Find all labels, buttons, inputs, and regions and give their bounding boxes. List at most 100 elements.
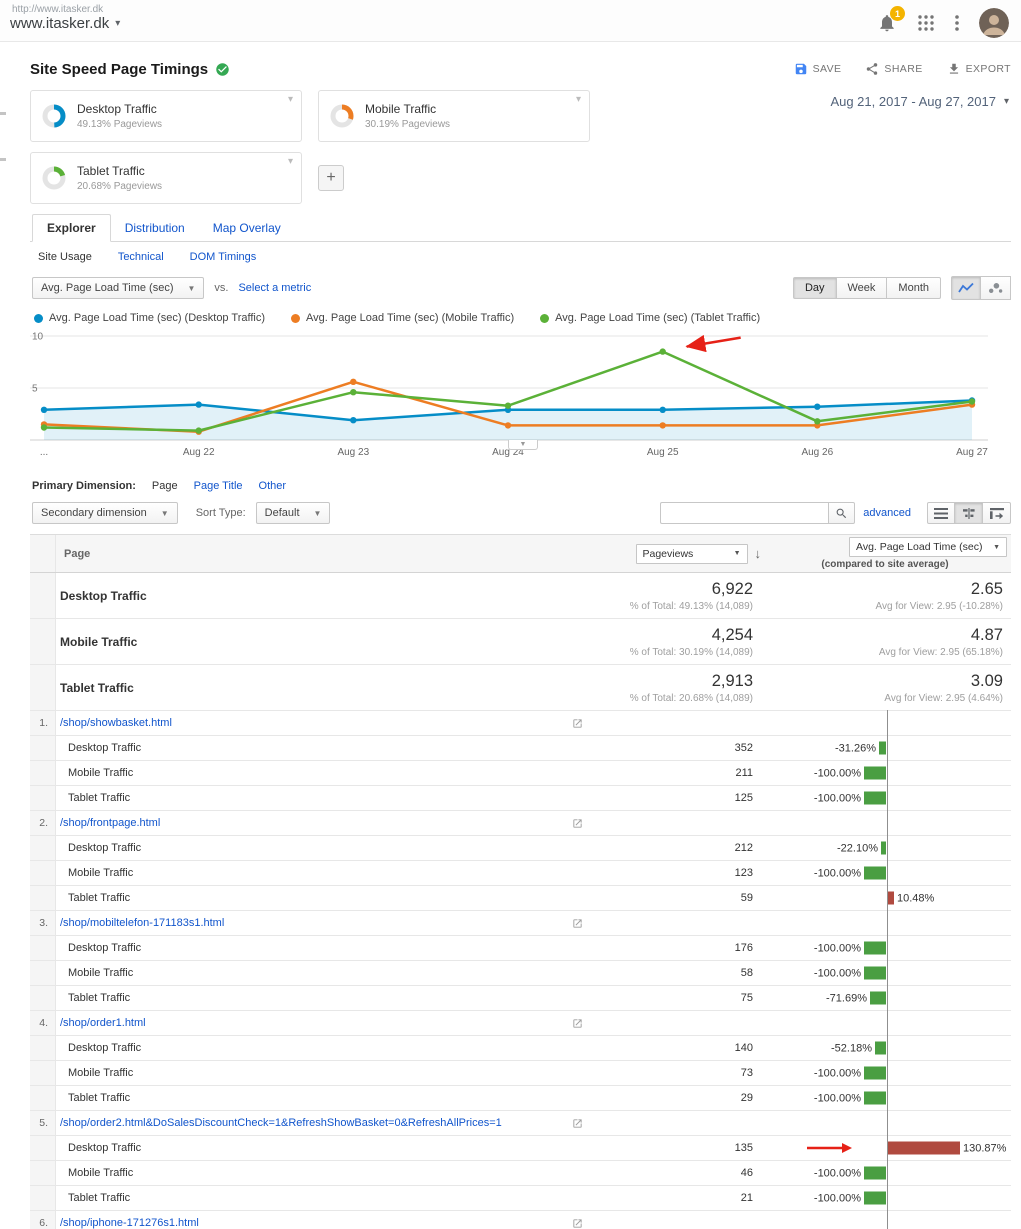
legend-label: Avg. Page Load Time (sec) (Desktop Traff… — [49, 312, 266, 324]
tab-map-overlay[interactable]: Map Overlay — [212, 221, 281, 235]
page-cell: /shop/mobiltelefon-171183s1.html — [56, 917, 593, 929]
row-index: 2. — [30, 811, 56, 835]
pageviews-column-select[interactable]: Pageviews ▼ — [635, 543, 748, 564]
share-icon — [867, 63, 878, 75]
primary-dimension-page-title[interactable]: Page Title — [193, 480, 243, 492]
page-link[interactable]: /shop/showbasket.html — [60, 717, 172, 729]
open-in-new-button[interactable] — [572, 818, 583, 829]
open-in-new-button[interactable] — [572, 1118, 583, 1129]
delta-label: -100.00% — [813, 1092, 861, 1104]
save-button[interactable]: SAVE — [794, 62, 842, 76]
segment-label: Tablet Traffic — [68, 1092, 131, 1104]
row-index-cell — [30, 573, 56, 618]
metric-total: 4.87 — [970, 625, 1003, 644]
tab-distribution[interactable]: Distribution — [124, 221, 185, 235]
motion-chart-view-button[interactable] — [981, 276, 1011, 300]
notifications-button[interactable]: 1 — [877, 6, 905, 33]
chevron-down-icon: ▾ — [115, 18, 121, 29]
page-link[interactable]: /shop/frontpage.html — [60, 817, 161, 829]
vertical-dots-icon — [955, 15, 959, 31]
granularity-toggle: Day Week Month — [792, 277, 941, 299]
segment-card-tablet[interactable]: Tablet Traffic 20.68% Pageviews ▾ — [30, 152, 302, 204]
metric-total-subtext: Avg for View: 2.95 (-10.28%) — [875, 600, 1003, 612]
pivot-view-button[interactable] — [983, 502, 1011, 524]
segment-sub-row: Desktop Traffic 176 -100.00% — [30, 935, 1011, 961]
segment-label: Tablet Traffic — [68, 1192, 131, 1204]
account-name: www.itasker.dk — [10, 15, 110, 32]
segment-sub-row: Tablet Traffic 59 10.48% — [30, 885, 1011, 911]
delta-label: 10.48% — [897, 892, 935, 904]
granularity-day[interactable]: Day — [792, 277, 837, 299]
pageviews-value: 176 — [734, 942, 753, 954]
svg-text:Aug 27: Aug 27 — [956, 447, 988, 458]
open-in-new-button[interactable] — [572, 1018, 583, 1029]
summary-pageviews: 4,254 % of Total: 30.19% (14,089) — [593, 626, 763, 658]
verified-check-icon — [216, 62, 229, 76]
property-block: http://www.itasker.dk www.itasker.dk ▾ — [10, 4, 120, 32]
delta-bar-cell: -100.00% — [763, 860, 1011, 886]
data-view-button[interactable] — [927, 502, 955, 524]
delta-bar-group: -100.00% — [814, 866, 887, 880]
page-link[interactable]: /shop/order2.html&DoSalesDiscountCheck=1… — [60, 1117, 502, 1129]
delta-bar-group: -100.00% — [814, 941, 887, 955]
delta-bar-positive — [888, 1141, 960, 1155]
search-button[interactable] — [828, 502, 856, 524]
granularity-week[interactable]: Week — [836, 277, 888, 299]
legend-dot — [291, 313, 301, 323]
page-link[interactable]: /shop/order1.html — [60, 1017, 146, 1029]
segment-card-desktop[interactable]: Desktop Traffic 49.13% Pageviews ▾ — [30, 90, 302, 142]
open-in-new-button[interactable] — [572, 1218, 583, 1229]
metric-column-select[interactable]: Avg. Page Load Time (sec) ▼ — [849, 537, 1007, 557]
summary-pageviews: 2,913 % of Total: 20.68% (14,089) — [593, 672, 763, 704]
apps-grid-button[interactable] — [917, 14, 935, 32]
chevron-down-icon[interactable]: ▾ — [287, 156, 293, 167]
primary-dimension-page[interactable]: Page — [151, 480, 178, 492]
line-chart-view-button[interactable] — [951, 276, 981, 300]
advanced-search-link[interactable]: advanced — [863, 507, 911, 519]
segment-card-mobile[interactable]: Mobile Traffic 30.19% Pageviews ▾ — [318, 90, 590, 142]
tab-explorer[interactable]: Explorer — [32, 214, 111, 242]
table-view-icon — [934, 507, 948, 519]
metric-dropdown-label: Avg. Page Load Time (sec) — [41, 282, 174, 294]
subtab-site-usage[interactable]: Site Usage — [38, 251, 92, 263]
pageviews-value: 73 — [740, 1067, 753, 1079]
delta-bar-negative — [864, 1166, 886, 1180]
search-input[interactable] — [660, 502, 829, 524]
chart-granularity-handle[interactable]: ▼ — [508, 440, 538, 450]
delta-bar-negative — [864, 966, 886, 980]
page-link[interactable]: /shop/mobiltelefon-171183s1.html — [60, 917, 225, 929]
chevron-down-icon[interactable]: ▾ — [287, 94, 293, 105]
granularity-month[interactable]: Month — [887, 277, 941, 299]
overflow-menu-button[interactable] — [955, 15, 959, 31]
subtab-technical[interactable]: Technical — [117, 251, 164, 263]
segment-name: Mobile Traffic — [365, 102, 437, 116]
delta-bar-negative — [864, 791, 886, 805]
open-in-new-button[interactable] — [572, 918, 583, 929]
account-selector[interactable]: www.itasker.dk ▾ — [10, 15, 120, 32]
page-link[interactable]: /shop/iphone-171276s1.html — [60, 1217, 199, 1229]
export-button[interactable]: EXPORT — [947, 62, 1011, 76]
open-in-new-button[interactable] — [572, 718, 583, 729]
timeseries-chart: 5 10... Aug 22 Aug 23 Aug 24 Aug 25 Aug 26 Aug … — [30, 328, 1011, 464]
sort-type-dropdown[interactable]: Default ▼ — [255, 502, 331, 524]
metric-dropdown[interactable]: Avg. Page Load Time (sec) ▼ — [32, 277, 205, 299]
share-button[interactable]: SHARE — [865, 62, 922, 76]
sort-direction-icon[interactable]: ↓ — [754, 546, 762, 561]
delta-bar-cell: -52.18% — [763, 1035, 1011, 1061]
pageviews-value: 75 — [740, 992, 753, 1004]
subtab-dom-timings[interactable]: DOM Timings — [189, 251, 257, 263]
primary-dimension-other[interactable]: Other — [258, 480, 287, 492]
comparison-view-button[interactable] — [955, 502, 983, 524]
delta-bar-cell — [763, 710, 1011, 736]
chevron-down-icon[interactable]: ▾ — [575, 94, 581, 105]
segment-label: Tablet Traffic — [68, 992, 131, 1004]
add-segment-button[interactable]: + — [318, 165, 344, 191]
page-rows: 1. /shop/showbasket.html Desktop Traffic 35… — [30, 710, 1011, 1229]
select-metric-link[interactable]: Select a metric — [238, 282, 312, 294]
save-icon — [795, 63, 806, 75]
avatar[interactable] — [979, 8, 1009, 38]
secondary-dimension-dropdown[interactable]: Secondary dimension ▼ — [32, 502, 178, 524]
segment-sub-row: Desktop Traffic 140 -52.18% — [30, 1035, 1011, 1061]
date-range-selector[interactable]: Aug 21, 2017 - Aug 27, 2017 ▾ — [830, 94, 1009, 109]
segment-donut-chart — [329, 103, 355, 129]
